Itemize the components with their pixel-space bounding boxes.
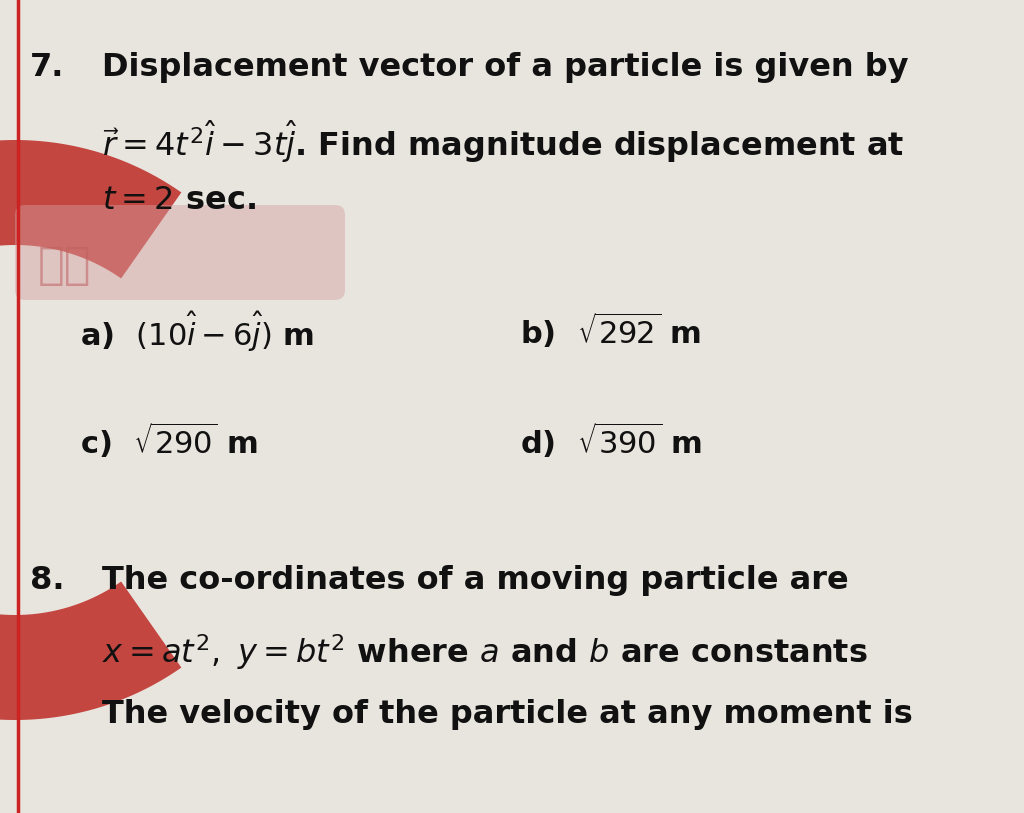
Text: d)  $\sqrt{390}$ m: d) $\sqrt{390}$ m xyxy=(520,420,702,460)
Text: The co-ordinates of a moving particle are: The co-ordinates of a moving particle ar… xyxy=(102,565,849,596)
Text: $t=2$ sec.: $t=2$ sec. xyxy=(102,185,256,216)
Text: सत: सत xyxy=(38,244,91,286)
FancyBboxPatch shape xyxy=(15,205,345,300)
Text: The velocity of the particle at any moment is: The velocity of the particle at any mome… xyxy=(102,699,912,730)
Text: 7.: 7. xyxy=(30,52,65,83)
Text: Displacement vector of a particle is given by: Displacement vector of a particle is giv… xyxy=(102,52,908,83)
Text: a)  $(10\hat{i}-6\hat{j})$ m: a) $(10\hat{i}-6\hat{j})$ m xyxy=(80,310,314,354)
Text: 8.: 8. xyxy=(30,565,65,596)
Text: $\vec{r}=4t^2\hat{i}-3t\hat{j}$. Find magnitude displacement at: $\vec{r}=4t^2\hat{i}-3t\hat{j}$. Find ma… xyxy=(102,118,904,165)
Text: c)  $\sqrt{290}$ m: c) $\sqrt{290}$ m xyxy=(80,420,258,460)
Polygon shape xyxy=(0,140,181,720)
Text: $x=at^2,\ y=bt^2$ where $a$ and $b$ are constants: $x=at^2,\ y=bt^2$ where $a$ and $b$ are … xyxy=(102,632,867,672)
Text: b)  $\sqrt{292}$ m: b) $\sqrt{292}$ m xyxy=(520,310,701,350)
